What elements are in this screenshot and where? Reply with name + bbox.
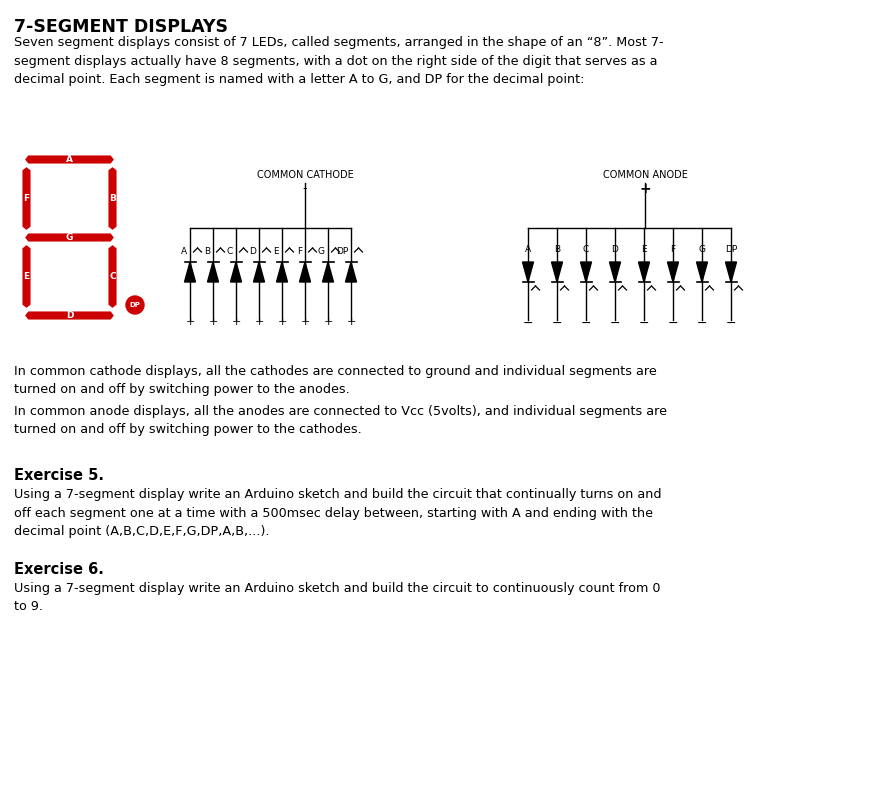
Text: Using a 7-segment display write an Arduino sketch and build the circuit to conti: Using a 7-segment display write an Ardui…: [14, 582, 661, 614]
Circle shape: [126, 296, 144, 314]
Text: −: −: [522, 317, 533, 330]
Polygon shape: [696, 262, 708, 282]
Polygon shape: [25, 233, 114, 242]
Text: A: A: [525, 246, 531, 254]
Text: +: +: [186, 317, 194, 327]
Text: E: E: [273, 247, 279, 257]
Text: G: G: [318, 247, 325, 257]
Text: Exercise 5.: Exercise 5.: [14, 468, 104, 483]
Polygon shape: [639, 262, 649, 282]
Text: +: +: [324, 317, 332, 327]
Text: B: B: [554, 246, 560, 254]
Text: Exercise 6.: Exercise 6.: [14, 562, 104, 577]
Text: DP: DP: [130, 302, 140, 308]
Text: +: +: [208, 317, 218, 327]
Text: C: C: [227, 247, 233, 257]
Text: −: −: [581, 317, 592, 330]
Text: G: G: [698, 246, 705, 254]
Text: +: +: [639, 182, 651, 196]
Text: −: −: [610, 317, 620, 330]
Text: +: +: [255, 317, 263, 327]
Polygon shape: [276, 262, 288, 282]
Text: DP: DP: [336, 247, 348, 257]
Text: −: −: [725, 317, 736, 330]
Polygon shape: [108, 167, 116, 230]
Polygon shape: [725, 262, 737, 282]
Text: −: −: [668, 317, 678, 330]
Text: +: +: [277, 317, 287, 327]
Text: A: A: [181, 247, 187, 257]
Text: A: A: [66, 155, 73, 164]
Text: 7-SEGMENT DISPLAYS: 7-SEGMENT DISPLAYS: [14, 18, 228, 36]
Text: -: -: [303, 182, 307, 195]
Polygon shape: [668, 262, 678, 282]
Polygon shape: [230, 262, 242, 282]
Text: D: D: [612, 246, 619, 254]
Text: C: C: [583, 246, 589, 254]
Text: F: F: [24, 194, 30, 203]
Polygon shape: [299, 262, 311, 282]
Polygon shape: [254, 262, 264, 282]
Polygon shape: [108, 245, 116, 308]
Polygon shape: [580, 262, 592, 282]
Text: G: G: [66, 233, 74, 242]
Polygon shape: [25, 155, 114, 163]
Text: COMMON CATHODE: COMMON CATHODE: [256, 170, 354, 180]
Text: D: D: [66, 311, 74, 320]
Text: E: E: [24, 272, 30, 281]
Polygon shape: [522, 262, 534, 282]
Text: In common cathode displays, all the cathodes are connected to ground and individ: In common cathode displays, all the cath…: [14, 365, 657, 396]
Text: Seven segment displays consist of 7 LEDs, called segments, arranged in the shape: Seven segment displays consist of 7 LEDs…: [14, 36, 663, 86]
Polygon shape: [25, 312, 114, 319]
Text: Using a 7-segment display write an Arduino sketch and build the circuit that con: Using a 7-segment display write an Ardui…: [14, 488, 662, 538]
Text: B: B: [204, 247, 210, 257]
Polygon shape: [346, 262, 356, 282]
Text: −: −: [639, 317, 649, 330]
Polygon shape: [207, 262, 219, 282]
Text: −: −: [696, 317, 707, 330]
Text: In common anode displays, all the anodes are connected to Vcc (5volts), and indi: In common anode displays, all the anodes…: [14, 405, 667, 436]
Text: D: D: [249, 247, 256, 257]
Text: +: +: [231, 317, 241, 327]
Text: F: F: [297, 247, 302, 257]
Text: DP: DP: [724, 246, 737, 254]
Text: C: C: [109, 272, 116, 281]
Polygon shape: [323, 262, 333, 282]
Text: E: E: [641, 246, 647, 254]
Text: +: +: [300, 317, 310, 327]
Text: F: F: [670, 246, 676, 254]
Text: −: −: [552, 317, 563, 330]
Polygon shape: [610, 262, 620, 282]
Text: B: B: [109, 194, 116, 203]
Text: +: +: [346, 317, 355, 327]
Polygon shape: [551, 262, 563, 282]
Text: COMMON ANODE: COMMON ANODE: [603, 170, 688, 180]
Polygon shape: [185, 262, 195, 282]
Polygon shape: [23, 245, 31, 308]
Polygon shape: [23, 167, 31, 230]
